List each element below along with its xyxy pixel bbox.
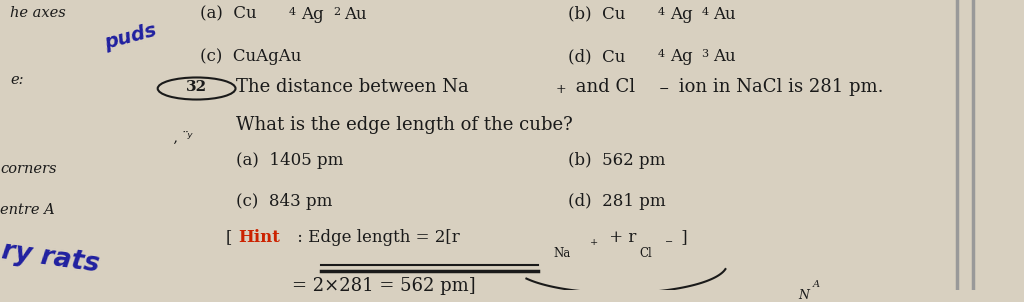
Text: Na: Na <box>553 247 570 260</box>
Text: corners: corners <box>0 162 56 176</box>
Text: entre A: entre A <box>0 203 54 217</box>
Text: : Edge length = 2[r: : Edge length = 2[r <box>292 229 460 246</box>
Text: + r: + r <box>604 229 637 246</box>
Text: The distance between Na: The distance between Na <box>236 78 468 96</box>
Text: 4: 4 <box>657 7 665 17</box>
Text: (d)  281 pm: (d) 281 pm <box>568 193 666 210</box>
Text: Ag: Ag <box>670 6 692 23</box>
Text: −: − <box>658 83 669 96</box>
Text: 3: 3 <box>701 49 709 59</box>
Text: 32: 32 <box>186 80 207 94</box>
Text: [: [ <box>225 229 231 246</box>
Text: (a)  1405 pm: (a) 1405 pm <box>236 152 343 169</box>
Text: Au: Au <box>344 6 367 23</box>
Text: ,  ̈ʸ: , ̈ʸ <box>174 130 193 145</box>
Text: and Cl: and Cl <box>570 78 636 96</box>
Text: (b)  562 pm: (b) 562 pm <box>568 152 666 169</box>
Text: Au: Au <box>713 48 735 65</box>
Text: 2: 2 <box>333 7 340 17</box>
Text: Au: Au <box>713 6 735 23</box>
Text: Hint: Hint <box>239 229 281 246</box>
Text: (c)  843 pm: (c) 843 pm <box>236 193 332 210</box>
Text: ry rats: ry rats <box>0 238 101 278</box>
Text: A: A <box>813 280 820 289</box>
Text: ion in NaCl is 281 pm.: ion in NaCl is 281 pm. <box>673 78 884 96</box>
Text: Cl: Cl <box>639 247 651 260</box>
Text: (a)  Cu: (a) Cu <box>200 6 256 23</box>
Text: +: + <box>590 238 598 247</box>
Text: (c)  CuAgAu: (c) CuAgAu <box>200 48 301 65</box>
Text: 4: 4 <box>701 7 709 17</box>
Text: puds: puds <box>102 20 159 53</box>
Text: +: + <box>556 83 566 96</box>
Text: (b)  Cu: (b) Cu <box>568 6 626 23</box>
Text: e:: e: <box>10 72 24 87</box>
Text: he axes: he axes <box>10 6 66 20</box>
Text: What is the edge length of the cube?: What is the edge length of the cube? <box>236 116 572 134</box>
Text: Ag: Ag <box>301 6 324 23</box>
Text: ]: ] <box>676 229 687 246</box>
Text: N: N <box>799 289 810 302</box>
Text: = 2×281 = 562 pm]: = 2×281 = 562 pm] <box>292 277 475 295</box>
Text: 4: 4 <box>657 49 665 59</box>
Text: Ag: Ag <box>670 48 692 65</box>
Text: (d)  Cu: (d) Cu <box>568 48 626 65</box>
Text: 4: 4 <box>289 7 296 17</box>
Text: −: − <box>665 238 673 247</box>
